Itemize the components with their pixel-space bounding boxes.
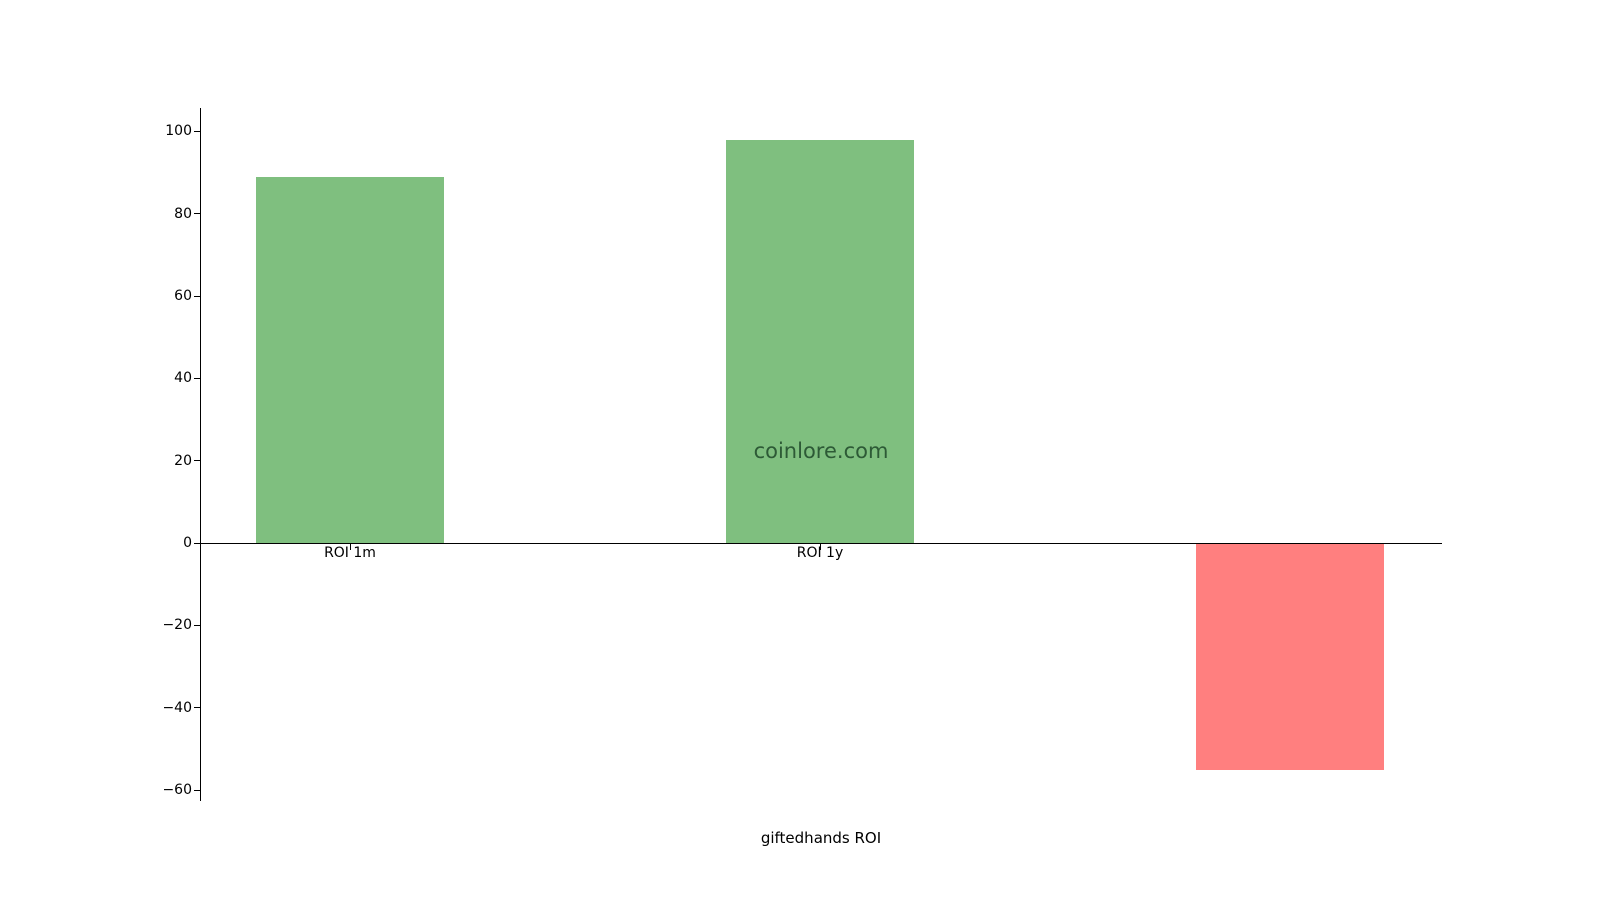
x-axis-zero-line	[200, 543, 1442, 544]
y-tick-label: 80	[174, 205, 192, 222]
x-tick-label: ROI 1y	[796, 545, 844, 561]
y-tick-mark	[194, 213, 200, 215]
y-tick-mark	[194, 377, 200, 379]
x-tick-label: ROI 1m	[324, 545, 376, 561]
x-tick-mark	[350, 544, 351, 550]
bar-roi-unlabeled	[1196, 543, 1384, 770]
x-axis-title: giftedhands ROI	[760, 829, 882, 847]
y-axis-spine	[200, 108, 201, 801]
watermark-text: coinlore.com	[753, 439, 889, 463]
y-tick-label: 0	[183, 535, 192, 551]
y-tick-label: −40	[162, 699, 192, 716]
y-tick-label: 20	[174, 452, 192, 469]
y-tick-label: 100	[165, 123, 192, 140]
y-tick-mark	[194, 130, 200, 132]
bar-roi-1y	[726, 139, 914, 543]
y-tick-mark	[194, 789, 200, 791]
y-tick-label: −60	[162, 782, 192, 799]
y-tick-label: 60	[174, 288, 192, 304]
y-tick-mark	[194, 624, 200, 626]
y-tick-mark	[194, 295, 200, 297]
y-tick-label: −20	[162, 617, 192, 634]
y-tick-mark	[194, 707, 200, 709]
x-tick-mark	[820, 544, 821, 550]
y-tick-mark	[194, 542, 200, 544]
bar-roi-1m	[256, 176, 444, 544]
y-tick-mark	[194, 460, 200, 462]
y-tick-label: 40	[174, 370, 192, 387]
